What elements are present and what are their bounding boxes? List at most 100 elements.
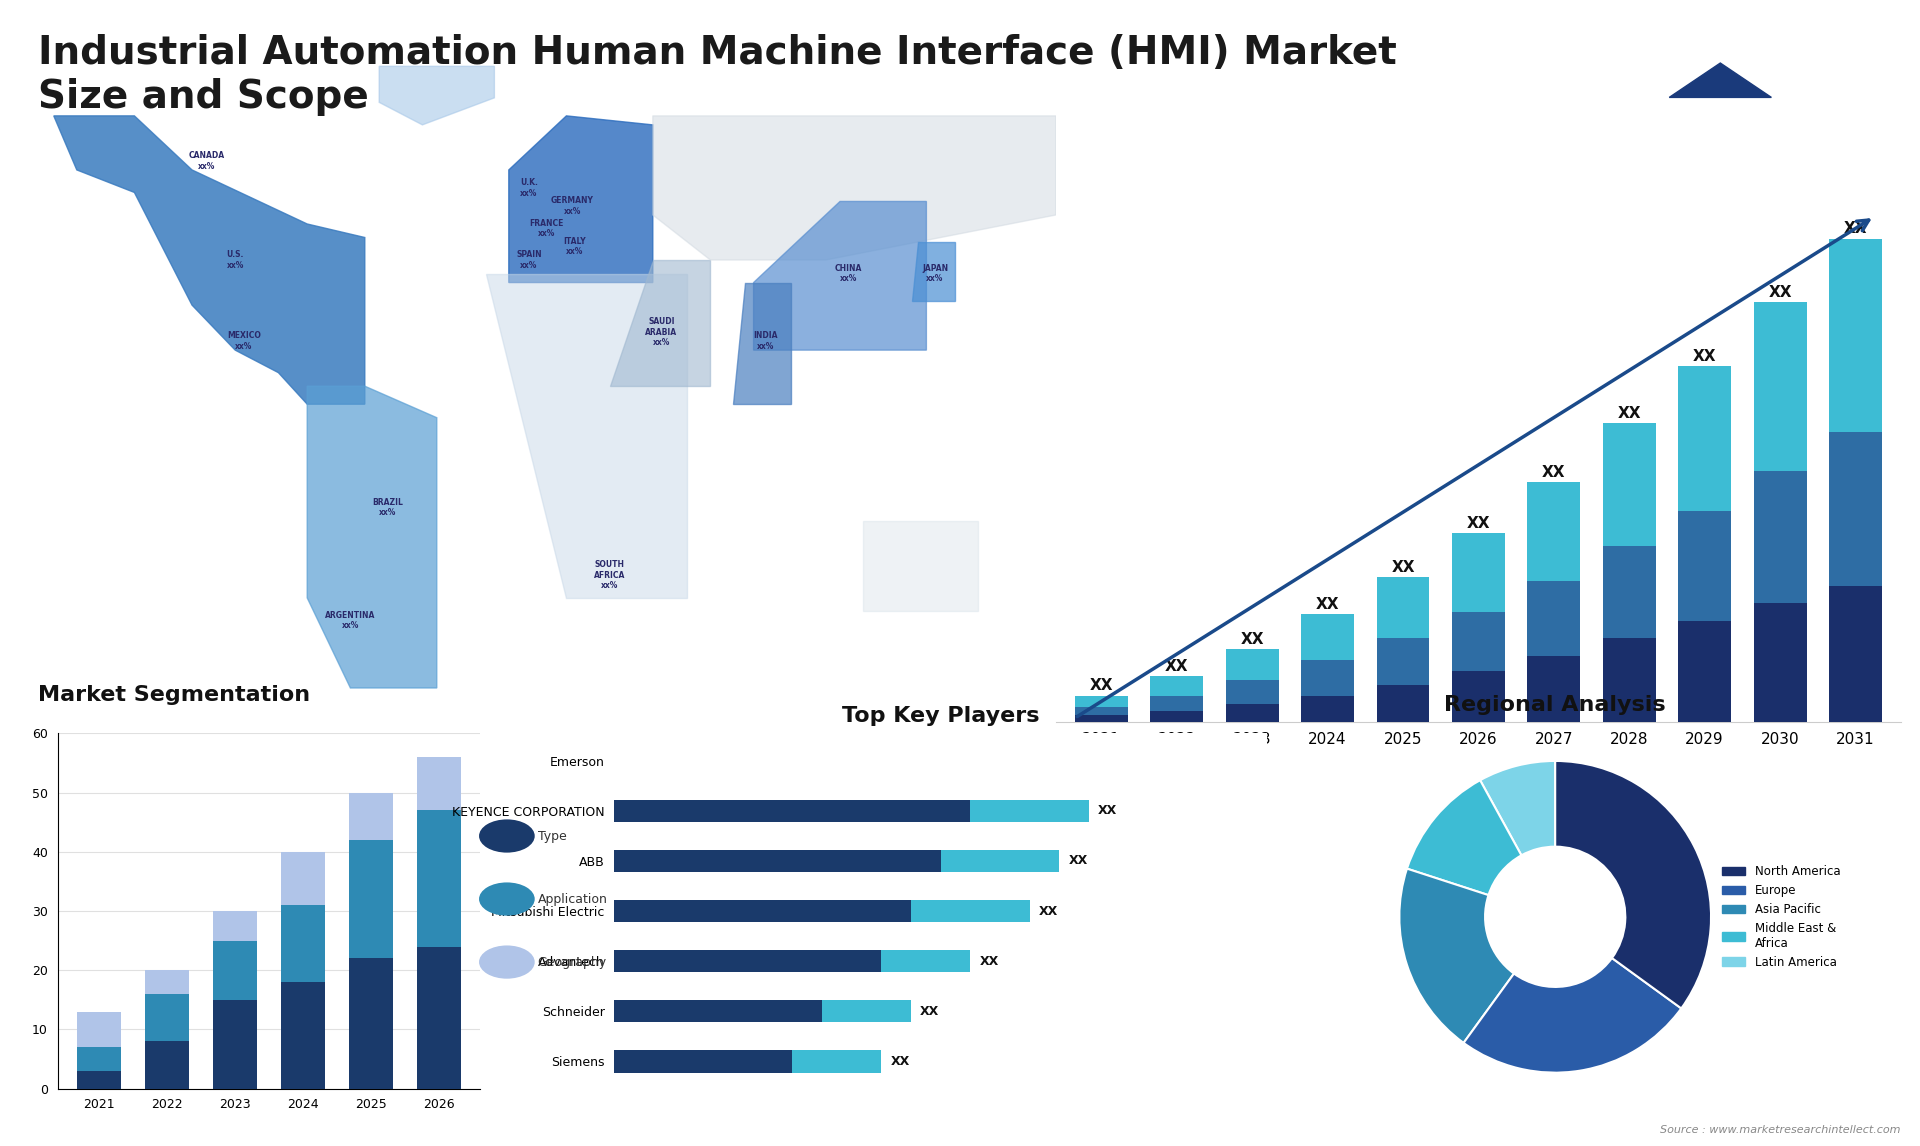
Bar bbox=[213, 911, 257, 941]
Bar bbox=[1678, 621, 1732, 722]
Bar bbox=[417, 947, 461, 1089]
Bar bbox=[144, 994, 188, 1042]
Text: XX: XX bbox=[891, 1054, 910, 1068]
Bar bbox=[1302, 660, 1354, 696]
Text: XX: XX bbox=[1165, 659, 1188, 674]
Text: Source : www.marketresearchintellect.com: Source : www.marketresearchintellect.com bbox=[1661, 1124, 1901, 1135]
Text: XX: XX bbox=[1068, 855, 1087, 868]
Bar bbox=[1830, 432, 1882, 586]
Wedge shape bbox=[1480, 761, 1555, 855]
Polygon shape bbox=[1640, 44, 1801, 115]
Bar bbox=[1678, 511, 1732, 621]
Bar bbox=[614, 1050, 793, 1073]
Text: XX: XX bbox=[1315, 597, 1340, 612]
Text: XX: XX bbox=[1467, 516, 1490, 531]
Polygon shape bbox=[54, 116, 365, 405]
Bar bbox=[349, 958, 394, 1089]
Bar bbox=[970, 800, 1089, 822]
Text: INDIA
xx%: INDIA xx% bbox=[753, 331, 778, 351]
Bar bbox=[1377, 576, 1428, 638]
Text: ARGENTINA
xx%: ARGENTINA xx% bbox=[324, 611, 376, 630]
Bar bbox=[614, 1000, 822, 1022]
Bar bbox=[1753, 471, 1807, 603]
Text: XX: XX bbox=[1089, 678, 1114, 693]
Text: XX: XX bbox=[1542, 465, 1565, 480]
Bar bbox=[1528, 656, 1580, 722]
Bar bbox=[793, 1050, 881, 1073]
Bar bbox=[614, 950, 881, 973]
Bar bbox=[1528, 581, 1580, 656]
Polygon shape bbox=[733, 283, 791, 405]
Wedge shape bbox=[1407, 780, 1521, 895]
Text: GERMANY
xx%: GERMANY xx% bbox=[551, 196, 593, 215]
Bar bbox=[417, 810, 461, 947]
Polygon shape bbox=[509, 116, 653, 283]
Bar bbox=[1075, 696, 1127, 707]
Text: FRANCE
xx%: FRANCE xx% bbox=[530, 219, 563, 238]
Wedge shape bbox=[1400, 869, 1515, 1043]
Bar bbox=[1225, 705, 1279, 722]
Bar bbox=[1452, 533, 1505, 612]
Bar bbox=[1678, 366, 1732, 511]
Bar bbox=[1603, 423, 1655, 547]
Bar bbox=[1075, 715, 1127, 722]
Polygon shape bbox=[307, 386, 438, 688]
Text: BRAZIL
xx%: BRAZIL xx% bbox=[372, 499, 403, 518]
Bar bbox=[1452, 672, 1505, 722]
Bar bbox=[144, 1042, 188, 1089]
Text: XX: XX bbox=[1098, 804, 1117, 817]
Polygon shape bbox=[611, 260, 710, 386]
Bar bbox=[1753, 603, 1807, 722]
Bar bbox=[1225, 650, 1279, 681]
Text: XX: XX bbox=[1392, 559, 1415, 575]
Text: Type: Type bbox=[538, 830, 566, 843]
Text: U.K.
xx%: U.K. xx% bbox=[520, 179, 538, 197]
Bar bbox=[1830, 586, 1882, 722]
Bar bbox=[912, 900, 1029, 923]
Title: Top Key Players: Top Key Players bbox=[843, 706, 1039, 727]
Wedge shape bbox=[1555, 761, 1711, 1008]
Bar bbox=[280, 905, 324, 982]
Bar bbox=[1753, 303, 1807, 471]
Bar bbox=[614, 900, 912, 923]
Text: XX: XX bbox=[920, 1005, 939, 1018]
Bar bbox=[881, 950, 970, 973]
Bar bbox=[349, 840, 394, 958]
Bar bbox=[349, 793, 394, 840]
Bar bbox=[614, 849, 941, 872]
Bar bbox=[614, 800, 970, 822]
Polygon shape bbox=[653, 116, 1056, 260]
Bar bbox=[1225, 681, 1279, 705]
Polygon shape bbox=[862, 521, 977, 612]
Bar bbox=[417, 758, 461, 810]
Polygon shape bbox=[380, 66, 495, 125]
Bar bbox=[941, 849, 1060, 872]
Legend: North America, Europe, Asia Pacific, Middle East &
Africa, Latin America: North America, Europe, Asia Pacific, Mid… bbox=[1716, 861, 1845, 973]
Bar bbox=[280, 982, 324, 1089]
Text: Industrial Automation Human Machine Interface (HMI) Market
Size and Scope: Industrial Automation Human Machine Inte… bbox=[38, 34, 1398, 117]
Text: ITALY
xx%: ITALY xx% bbox=[564, 237, 586, 257]
Bar bbox=[1452, 612, 1505, 672]
Bar bbox=[1075, 707, 1127, 715]
Polygon shape bbox=[912, 242, 956, 300]
Polygon shape bbox=[486, 274, 687, 598]
Text: MEXICO
xx%: MEXICO xx% bbox=[227, 331, 261, 351]
Bar bbox=[1377, 638, 1428, 684]
Text: CANADA
xx%: CANADA xx% bbox=[188, 151, 225, 171]
Text: XX: XX bbox=[1039, 904, 1058, 918]
Bar bbox=[144, 971, 188, 994]
Text: XX: XX bbox=[1240, 633, 1263, 647]
Bar bbox=[1603, 547, 1655, 638]
Title: Regional Analysis: Regional Analysis bbox=[1444, 694, 1667, 715]
Wedge shape bbox=[1463, 958, 1682, 1073]
Bar bbox=[1830, 238, 1882, 432]
Bar bbox=[1302, 614, 1354, 660]
Bar bbox=[1603, 638, 1655, 722]
Text: MARKET
RESEARCH
INTELLECT: MARKET RESEARCH INTELLECT bbox=[1809, 61, 1868, 100]
Text: Market Segmentation: Market Segmentation bbox=[38, 685, 311, 705]
Bar bbox=[1150, 676, 1204, 696]
Bar bbox=[1150, 711, 1204, 722]
Text: Application: Application bbox=[538, 893, 607, 906]
Text: U.S.
xx%: U.S. xx% bbox=[227, 250, 244, 269]
Text: SOUTH
AFRICA
xx%: SOUTH AFRICA xx% bbox=[593, 560, 626, 590]
